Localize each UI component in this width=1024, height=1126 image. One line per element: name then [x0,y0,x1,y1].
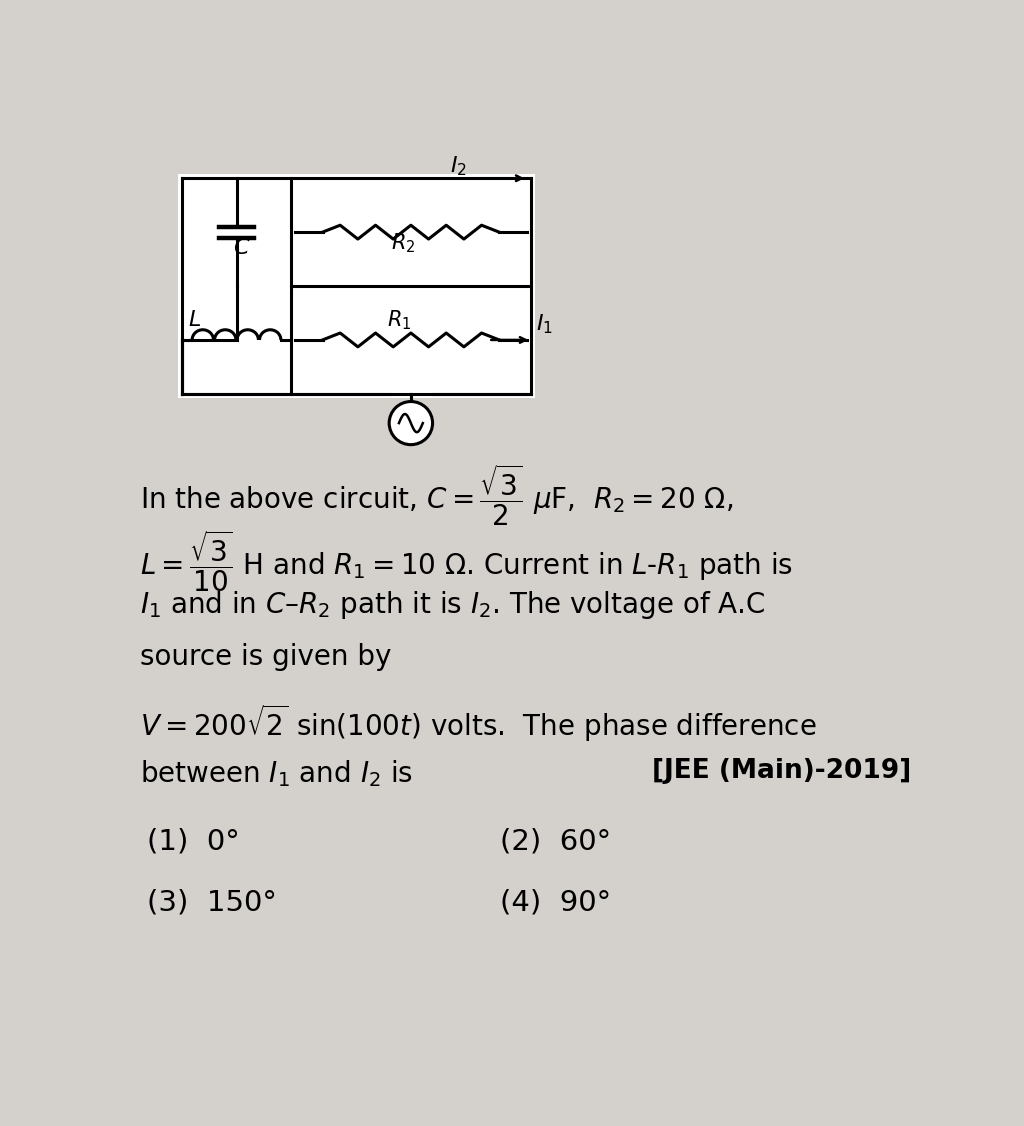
Text: L: L [188,310,201,330]
Text: $R_1$: $R_1$ [387,309,412,332]
Text: (4)  90°: (4) 90° [500,888,611,917]
FancyBboxPatch shape [178,175,535,397]
Text: $V = 200\sqrt{2}\ \sin(100t)$ volts.  The phase difference: $V = 200\sqrt{2}\ \sin(100t)$ volts. The… [139,703,816,744]
Text: source is given by: source is given by [139,643,391,671]
Text: $L = \dfrac{\sqrt{3}}{10}$ H and $R_1 = 10\ \Omega$. Current in $L$-$R_1$ path i: $L = \dfrac{\sqrt{3}}{10}$ H and $R_1 = … [139,528,793,593]
Text: (3)  150°: (3) 150° [147,888,278,917]
Text: (2)  60°: (2) 60° [500,828,611,856]
Text: $I_1$: $I_1$ [537,313,553,337]
Text: $I_2$: $I_2$ [450,154,467,178]
Text: $R_2$: $R_2$ [391,231,416,254]
Text: (1)  0°: (1) 0° [147,828,240,856]
Text: $I_1$ and in $C$–$R_2$ path it is $I_2$. The voltage of A.C: $I_1$ and in $C$–$R_2$ path it is $I_2$.… [139,589,765,620]
Text: In the above circuit, $C = \dfrac{\sqrt{3}}{2}$ $\mu$F,  $R_2 = 20\ \Omega$,: In the above circuit, $C = \dfrac{\sqrt{… [139,463,733,528]
Text: [JEE (Main)-2019]: [JEE (Main)-2019] [651,758,910,784]
Circle shape [389,402,432,445]
Text: between $I_1$ and $I_2$ is: between $I_1$ and $I_2$ is [139,758,413,789]
Text: C: C [232,238,248,258]
